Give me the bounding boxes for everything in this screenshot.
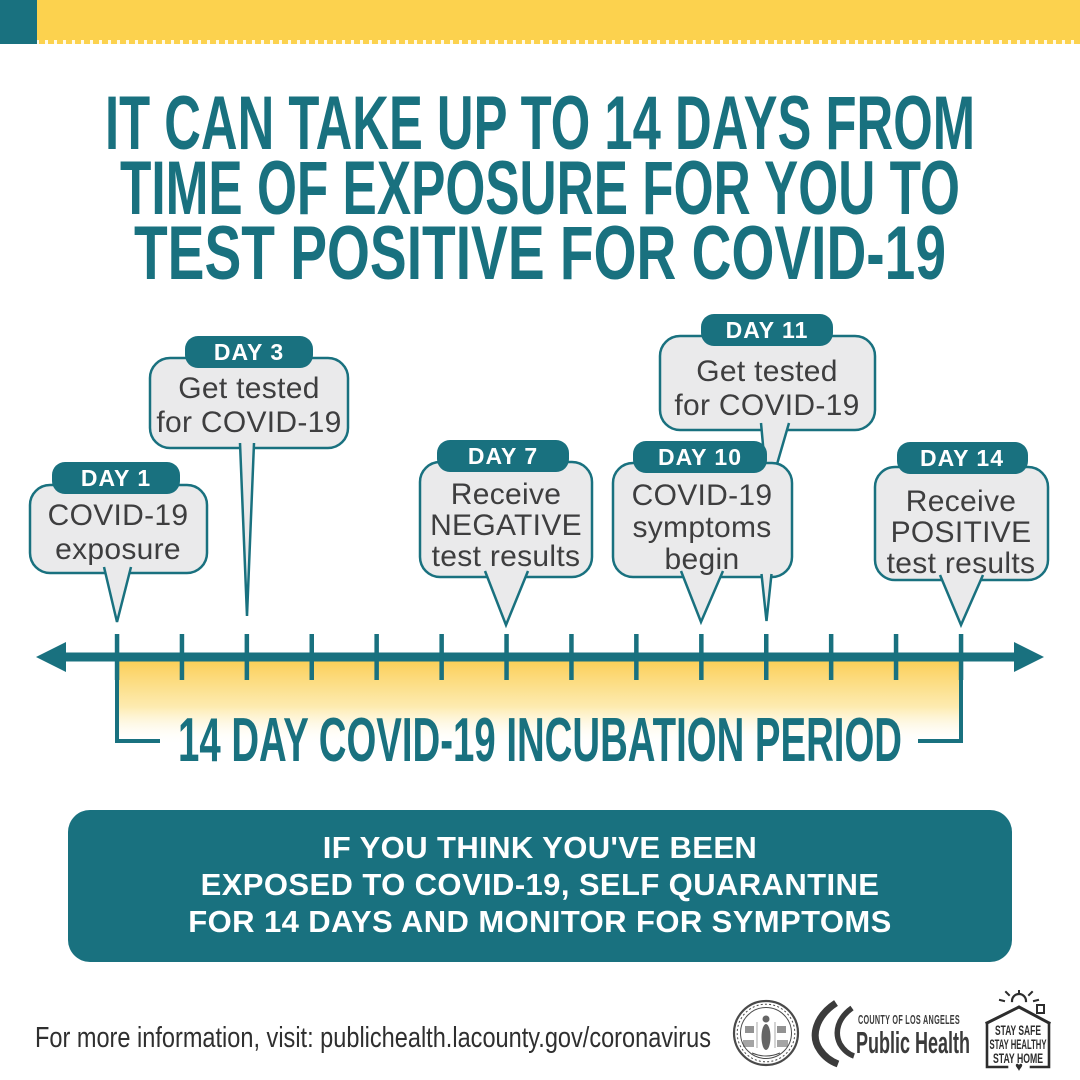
tick-mark-day-2 xyxy=(179,634,185,680)
day-pill xyxy=(52,462,180,494)
house-wall-right xyxy=(1029,1021,1051,1069)
tick-mark-day-1 xyxy=(114,634,120,680)
tick-mark-day-8 xyxy=(569,634,574,680)
tick-mark-day-6 xyxy=(439,634,444,680)
timeline-ticks xyxy=(114,634,964,680)
arrowhead-left-icon xyxy=(36,642,66,672)
heading-line-2: TIME OF EXPOSURE FOR YOU TO xyxy=(120,146,960,231)
tick-mark-day-12 xyxy=(828,634,834,680)
footer: For more information, visit: publichealt… xyxy=(35,990,1052,1074)
incubation-bracket-left xyxy=(115,662,160,743)
bubble-text-line: COVID-19 xyxy=(48,499,189,532)
bubble-text-line: test results xyxy=(887,547,1036,580)
profile-icon-inner xyxy=(834,1005,856,1059)
house-wall-left xyxy=(985,1021,1009,1069)
tick-mark-day-11 xyxy=(764,634,769,680)
tick-mark-day-14 xyxy=(958,634,964,680)
bubble-tail xyxy=(483,570,530,629)
event-bubble-day-3: DAY 3 Get tested for COVID-19 xyxy=(148,336,350,617)
day-pill-label: DAY 11 xyxy=(726,317,809,343)
bubble-tail xyxy=(102,566,133,623)
bubble-text-line: symptoms xyxy=(632,511,771,544)
bubble-text-line: test results xyxy=(432,540,581,573)
day-pill-label: DAY 10 xyxy=(658,444,742,470)
bubble-text-line: POSITIVE xyxy=(891,516,1032,549)
bubble-text-line: Receive xyxy=(906,485,1016,518)
tick-mark-day-13 xyxy=(893,634,899,680)
roof-icon xyxy=(984,1005,1052,1026)
la-county-seal-icon xyxy=(732,999,800,1067)
sun-rays-icon xyxy=(998,990,1040,1003)
advisory-banner: IF YOU THINK YOU'VE BEEN EXPOSED TO COVI… xyxy=(68,810,1012,962)
tick-mark-day-7 xyxy=(504,634,509,680)
day-pill-label: DAY 14 xyxy=(920,445,1004,471)
event-bubble-day-7: DAY 7 Receive NEGATIVE test results xyxy=(418,440,594,629)
banner-line-3: FOR 14 DAYS AND MONITOR FOR SYMPTOMS xyxy=(188,904,892,939)
chimney-icon xyxy=(1036,1004,1045,1014)
heading-line-3: TEST POSITIVE FOR COVID-19 xyxy=(134,211,946,296)
bubble-text-line: Get tested xyxy=(178,372,319,405)
day-pill-label: DAY 3 xyxy=(214,339,284,365)
bubble-tail-lower-day-11 xyxy=(760,573,773,622)
incubation-period-label: 14 DAY COVID-19 INCUBATION PERIOD xyxy=(178,706,902,775)
bubble-tail xyxy=(938,574,985,629)
tick-mark-day-9 xyxy=(634,634,639,680)
event-bubble-day-1: DAY 1 COVID-19 exposure xyxy=(28,462,209,623)
public-health-logo-name-text: Public Health xyxy=(856,1025,970,1060)
heading-line-1: IT CAN TAKE UP TO 14 DAYS FROM xyxy=(105,81,975,166)
timeline-axis xyxy=(36,634,1044,680)
bubble-text-line: exposure xyxy=(55,533,181,566)
banner-line-1: IF YOU THINK YOU'VE BEEN xyxy=(322,830,758,865)
footer-info-text: For more information, visit: publichealt… xyxy=(35,1022,711,1054)
header-dotted-edge xyxy=(0,40,1080,44)
bubble-text-line: for COVID-19 xyxy=(674,389,859,422)
bubble-text-line: Get tested xyxy=(696,355,837,388)
header-teal-corner xyxy=(0,0,37,44)
public-health-logo-county-text: COUNTY OF LOS ANGELES xyxy=(858,1012,960,1027)
stay-badge-line-1: STAY SAFE xyxy=(995,1022,1041,1038)
tick-mark-day-10 xyxy=(699,634,704,680)
tick-mark-day-5 xyxy=(374,634,379,680)
incubation-bracket-right xyxy=(918,662,963,743)
sun-icon xyxy=(1010,992,1028,1003)
bubble-text-line: NEGATIVE xyxy=(430,509,582,542)
bubble-tail xyxy=(679,570,725,626)
main-heading: IT CAN TAKE UP TO 14 DAYS FROM TIME OF E… xyxy=(105,81,975,296)
event-bubble-day-10: DAY 10 COVID-19 symptoms begin xyxy=(611,441,794,626)
profile-icon-outer xyxy=(811,1000,840,1068)
bubble-text-line: Receive xyxy=(451,478,561,511)
banner-line-2: EXPOSED TO COVID-19, SELF QUARANTINE xyxy=(200,867,880,902)
timeline-line xyxy=(58,652,1022,662)
arrowhead-right-icon xyxy=(1014,642,1044,672)
day-pill-label: DAY 7 xyxy=(468,443,538,469)
stay-home-badge: STAY SAFE STAY HEALTHY STAY HOME ♥ xyxy=(984,990,1052,1074)
tick-mark-day-3 xyxy=(244,634,250,680)
day-pill xyxy=(633,441,767,473)
public-health-logo: COUNTY OF LOS ANGELES Public Health xyxy=(811,1000,970,1068)
day-pill xyxy=(185,336,313,368)
tick-mark-day-4 xyxy=(309,634,314,680)
bubble-tail xyxy=(238,442,256,617)
event-bubble-day-14: DAY 14 Receive POSITIVE test results xyxy=(873,442,1050,629)
header-yellow-bar xyxy=(0,0,1080,44)
day-pill xyxy=(437,440,569,472)
bubble-text-line: COVID-19 xyxy=(632,479,773,512)
heart-icon: ♥ xyxy=(1015,1059,1023,1074)
bubble-text-line: begin xyxy=(665,543,740,576)
incubation-highlight xyxy=(117,661,961,745)
bubble-text-line: for COVID-19 xyxy=(156,406,341,439)
day-pill xyxy=(701,314,833,346)
day-pill xyxy=(897,442,1028,474)
day-pill-label: DAY 1 xyxy=(81,465,151,491)
stay-badge-line-2: STAY HEALTHY xyxy=(990,1036,1047,1052)
stay-badge-line-3: STAY HOME xyxy=(993,1050,1043,1066)
